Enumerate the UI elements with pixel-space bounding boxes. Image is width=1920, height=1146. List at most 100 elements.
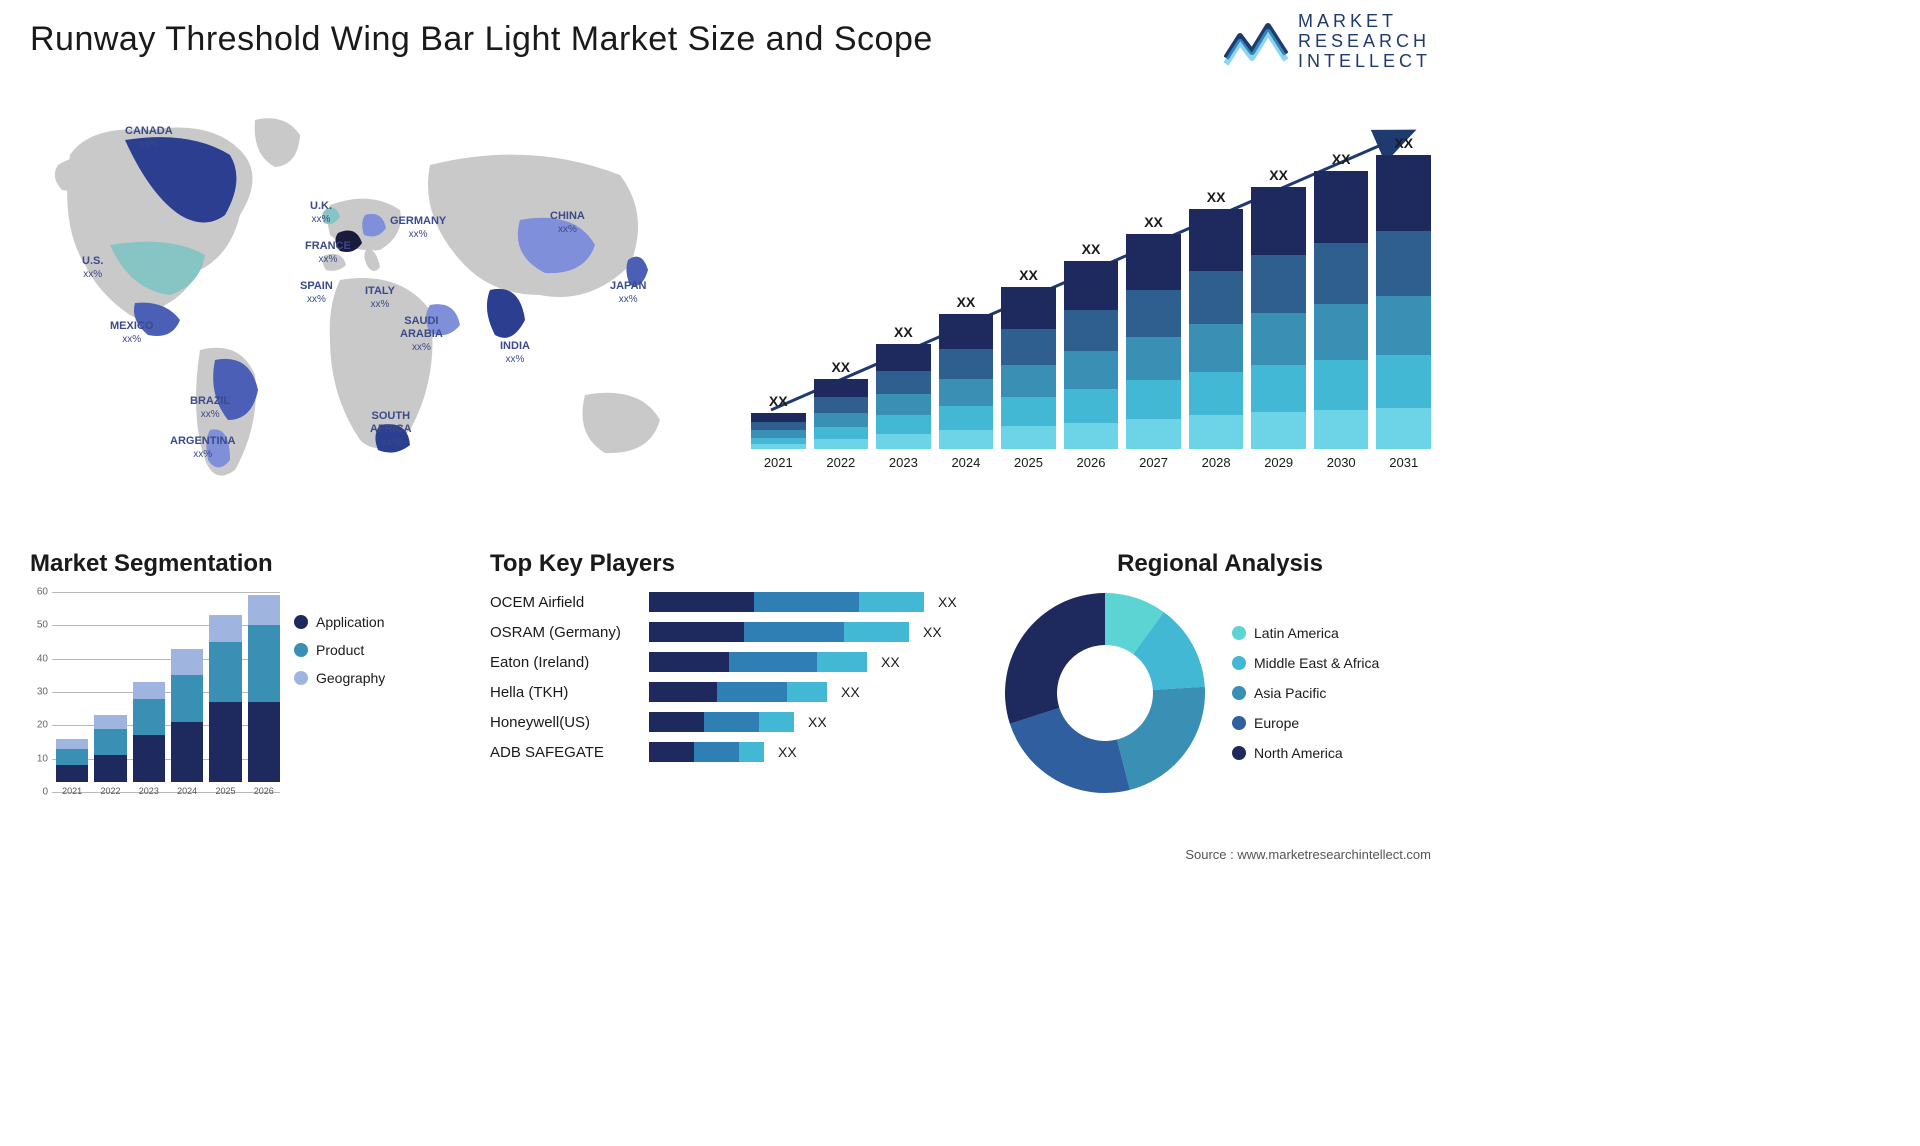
main-bar-year: 2025 (1014, 455, 1043, 470)
regional-block: Regional Analysis Latin America Middle Ea… (1000, 550, 1440, 798)
map-label: SOUTHAFRICAxx% (370, 410, 412, 450)
seg-bar-column: 2026 (248, 595, 280, 796)
main-bar-year: 2028 (1202, 455, 1231, 470)
main-bar-year: 2021 (764, 455, 793, 470)
legend-dot-icon (294, 671, 308, 685)
main-bar-column: XX 2022 (814, 359, 869, 470)
player-row: OSRAM (Germany) XX (490, 622, 970, 642)
map-label: GERMANYxx% (390, 215, 446, 241)
players-title: Top Key Players (490, 550, 970, 578)
main-bar-column: XX 2027 (1126, 214, 1181, 470)
legend-dot-icon (1232, 656, 1246, 670)
legend-dot-icon (1232, 746, 1246, 760)
legend-dot-icon (294, 643, 308, 657)
main-bar-column: XX 2031 (1376, 135, 1431, 470)
main-bar-value: XX (1144, 214, 1163, 230)
main-bar-column: XX 2026 (1064, 241, 1119, 470)
regional-title: Regional Analysis (1000, 550, 1440, 578)
main-bar-value: XX (1332, 151, 1351, 167)
legend-dot-icon (1232, 626, 1246, 640)
brand-logo: MARKET RESEARCH INTELLECT (1224, 12, 1431, 71)
map-label: CANADAxx% (125, 125, 173, 151)
player-name: OSRAM (Germany) (490, 624, 645, 641)
main-bar-value: XX (769, 393, 788, 409)
player-name: Eaton (Ireland) (490, 654, 645, 671)
player-name: ADB SAFEGATE (490, 744, 645, 761)
main-bar-value: XX (1082, 241, 1101, 257)
main-bar-value: XX (1269, 167, 1288, 183)
map-label: BRAZILxx% (190, 395, 230, 421)
player-value: XX (938, 594, 957, 610)
main-bar-column: XX 2025 (1001, 267, 1056, 470)
player-row: ADB SAFEGATEXX (490, 742, 970, 762)
player-value: XX (881, 654, 900, 670)
players-list: OCEM AirfieldXXOSRAM (Germany)XXEaton (I… (490, 592, 970, 762)
main-bar-year: 2029 (1264, 455, 1293, 470)
legend-dot-icon (1232, 686, 1246, 700)
main-bar-chart: XX 2021 XX 2022 XX 2023 XX 2024 XX 2025 XX 2026 XX 20… (751, 120, 1431, 500)
map-label: SAUDIARABIAxx% (400, 315, 443, 355)
main-bar-year: 2031 (1389, 455, 1418, 470)
main-bar-year: 2026 (1077, 455, 1106, 470)
logo-mark-icon (1224, 18, 1288, 66)
main-bar-column: XX 2023 (876, 324, 931, 470)
seg-bar-column: 2023 (133, 682, 165, 796)
map-label: CHINAxx% (550, 210, 585, 236)
map-label: U.K.xx% (310, 200, 332, 226)
map-label: U.S.xx% (82, 255, 103, 281)
map-label: JAPANxx% (610, 280, 646, 306)
player-row: OCEM Airfield XX (490, 592, 970, 612)
map-label: FRANCExx% (305, 240, 351, 266)
player-row: Eaton (Ireland) XX (490, 652, 970, 672)
main-bar-value: XX (831, 359, 850, 375)
player-value: XX (923, 624, 942, 640)
main-bar-year: 2022 (826, 455, 855, 470)
main-bar-year: 2027 (1139, 455, 1168, 470)
main-bar-value: XX (1207, 189, 1226, 205)
legend-item: Latin America (1232, 625, 1379, 641)
map-label: MEXICOxx% (110, 320, 153, 346)
main-bar-column: XX 2029 (1251, 167, 1306, 470)
main-bar-value: XX (957, 294, 976, 310)
player-name: OCEM Airfield (490, 594, 645, 611)
legend-item: Europe (1232, 715, 1379, 731)
seg-bar-column: 2021 (56, 739, 88, 796)
donut-segment (1005, 593, 1105, 724)
main-bar-column: XX 2024 (939, 294, 994, 470)
legend-item: Application (294, 614, 385, 630)
main-bar-column: XX 2021 (751, 393, 806, 470)
donut-segment (1117, 687, 1205, 790)
player-name: Honeywell(US) (490, 714, 645, 731)
main-bar-year: 2023 (889, 455, 918, 470)
main-bar-column: XX 2028 (1189, 189, 1244, 470)
main-bar-year: 2024 (951, 455, 980, 470)
players-block: Top Key Players OCEM AirfieldXXOSRAM (Ge… (490, 550, 970, 762)
main-bar-column: XX 2030 (1314, 151, 1369, 470)
player-value: XX (808, 714, 827, 730)
legend-dot-icon (1232, 716, 1246, 730)
player-row: Hella (TKH)XX (490, 682, 970, 702)
seg-bar-column: 2024 (171, 649, 203, 796)
map-label: ARGENTINAxx% (170, 435, 235, 461)
legend-item: Middle East & Africa (1232, 655, 1379, 671)
map-label: ITALYxx% (365, 285, 395, 311)
legend-item: North America (1232, 745, 1379, 761)
seg-bar-column: 2022 (94, 715, 126, 796)
segmentation-title: Market Segmentation (30, 550, 450, 578)
source-attribution: Source : www.marketresearchintellect.com (1185, 847, 1431, 862)
main-bar-year: 2030 (1327, 455, 1356, 470)
seg-bar-column: 2025 (209, 615, 241, 796)
segmentation-legend: ApplicationProductGeography (294, 614, 385, 812)
main-bar-value: XX (894, 324, 913, 340)
legend-item: Geography (294, 670, 385, 686)
map-label: INDIAxx% (500, 340, 530, 366)
main-bar-value: XX (1394, 135, 1413, 151)
map-label: SPAINxx% (300, 280, 333, 306)
regional-donut-chart (1000, 588, 1210, 798)
donut-segment (1010, 708, 1130, 793)
player-value: XX (841, 684, 860, 700)
player-row: Honeywell(US) XX (490, 712, 970, 732)
main-bar-value: XX (1019, 267, 1038, 283)
legend-item: Asia Pacific (1232, 685, 1379, 701)
regional-legend: Latin America Middle East & Africa Asia Pa… (1232, 625, 1379, 761)
